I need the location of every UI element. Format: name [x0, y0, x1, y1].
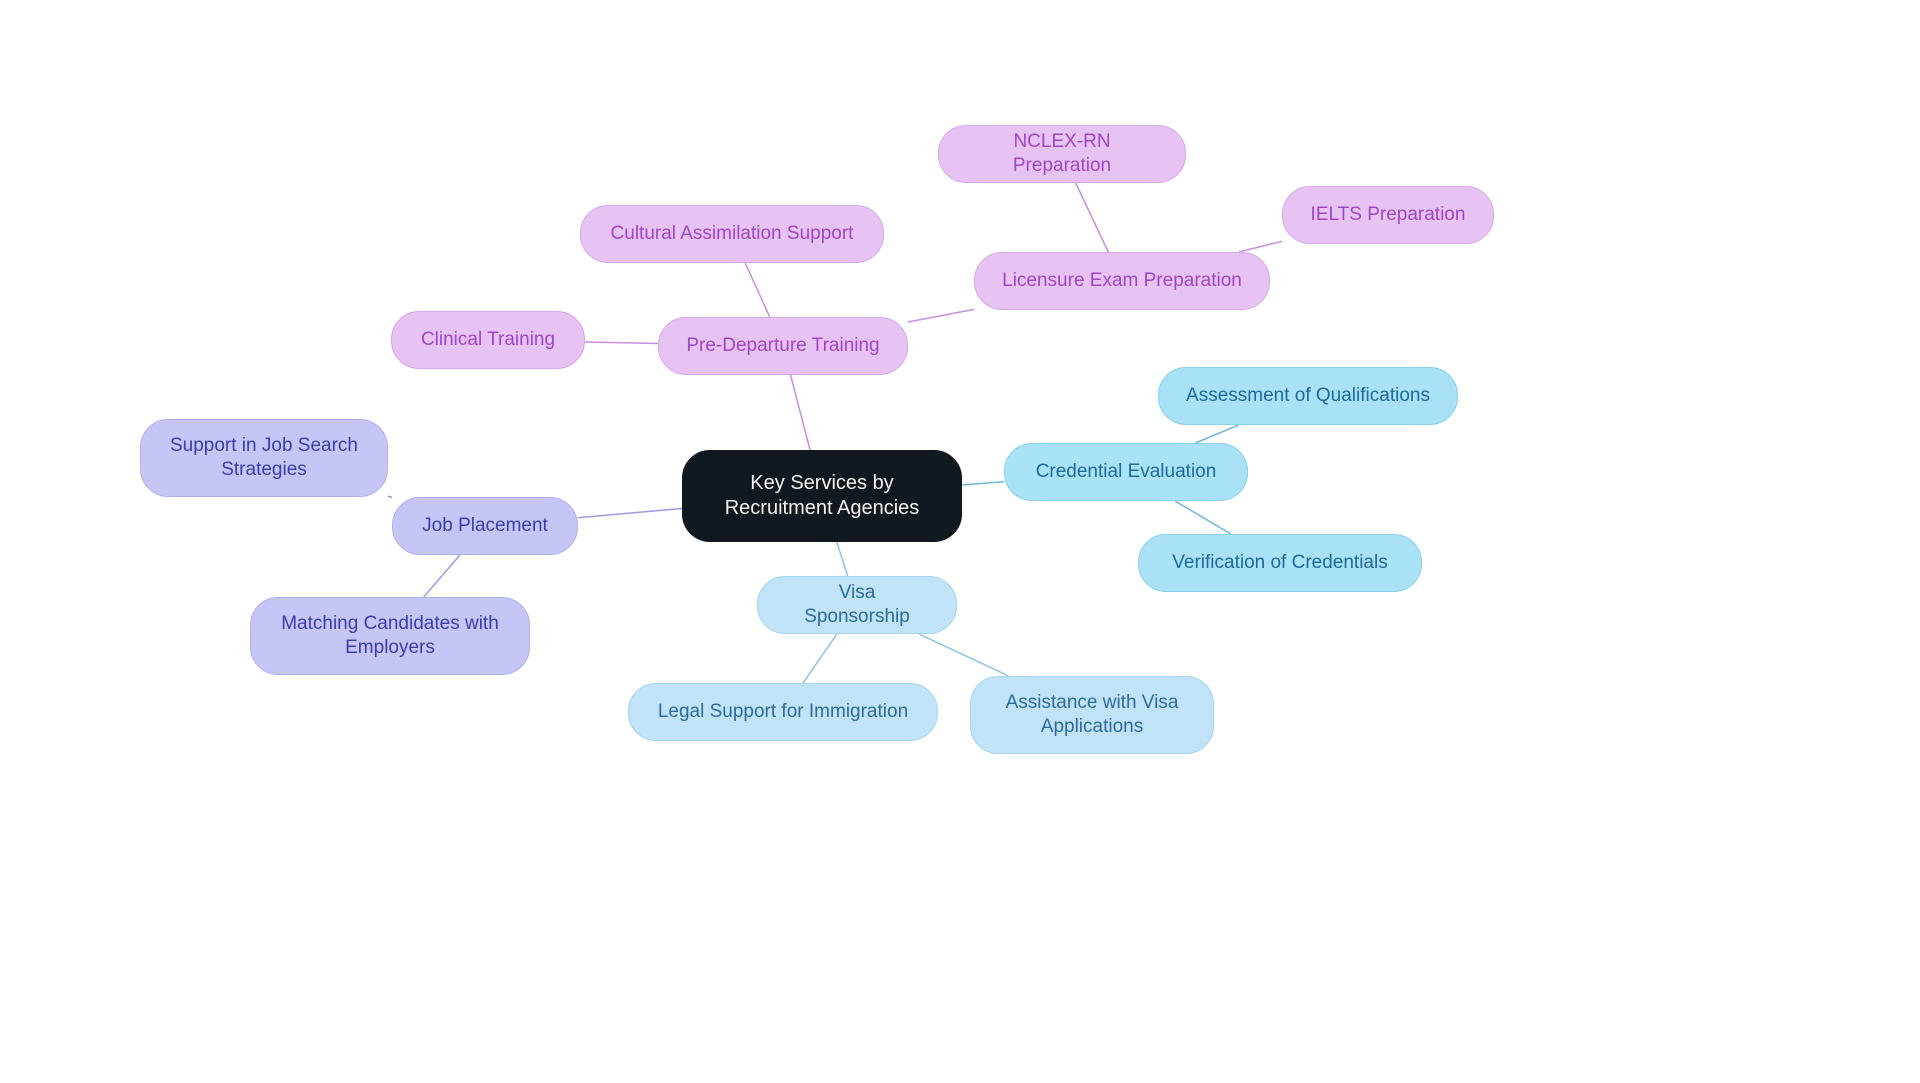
node-pre-a: Clinical Training	[391, 311, 585, 369]
node-pre-b: Cultural Assimilation Support	[580, 205, 884, 263]
edge-root-cred	[962, 482, 1004, 485]
edge-cred-cred-a	[1195, 425, 1238, 443]
node-job-b: Matching Candidates with Employers	[250, 597, 530, 675]
node-pre-c: Licensure Exam Preparation	[974, 252, 1270, 310]
node-cred: Credential Evaluation	[1004, 443, 1248, 501]
edge-pre-c-pre-c1	[1076, 183, 1109, 252]
edge-root-visa	[837, 542, 848, 576]
edge-cred-cred-b	[1175, 501, 1231, 534]
node-visa-a: Legal Support for Immigration	[628, 683, 938, 741]
edge-pre-pre-b	[745, 263, 770, 317]
node-cred-b: Verification of Credentials	[1138, 534, 1422, 592]
edge-pre-pre-c	[908, 309, 974, 322]
node-cred-a: Assessment of Qualifications	[1158, 367, 1458, 425]
edge-pre-pre-a	[585, 342, 658, 343]
node-job: Job Placement	[392, 497, 578, 555]
node-pre-c1: NCLEX-RN Preparation	[938, 125, 1186, 183]
edge-root-pre	[791, 375, 811, 450]
node-pre-c2: IELTS Preparation	[1282, 186, 1494, 244]
edge-root-job	[578, 508, 682, 517]
edge-pre-c-pre-c2	[1239, 241, 1282, 252]
node-visa: Visa Sponsorship	[757, 576, 957, 634]
node-pre: Pre-Departure Training	[658, 317, 908, 375]
edge-job-job-a	[388, 496, 392, 497]
edge-job-job-b	[424, 555, 460, 597]
node-visa-b: Assistance with Visa Applications	[970, 676, 1214, 754]
node-root: Key Services by Recruitment Agencies	[682, 450, 962, 542]
node-job-a: Support in Job Search Strategies	[140, 419, 388, 497]
edge-visa-visa-a	[803, 634, 837, 683]
edge-visa-visa-b	[919, 634, 1009, 676]
